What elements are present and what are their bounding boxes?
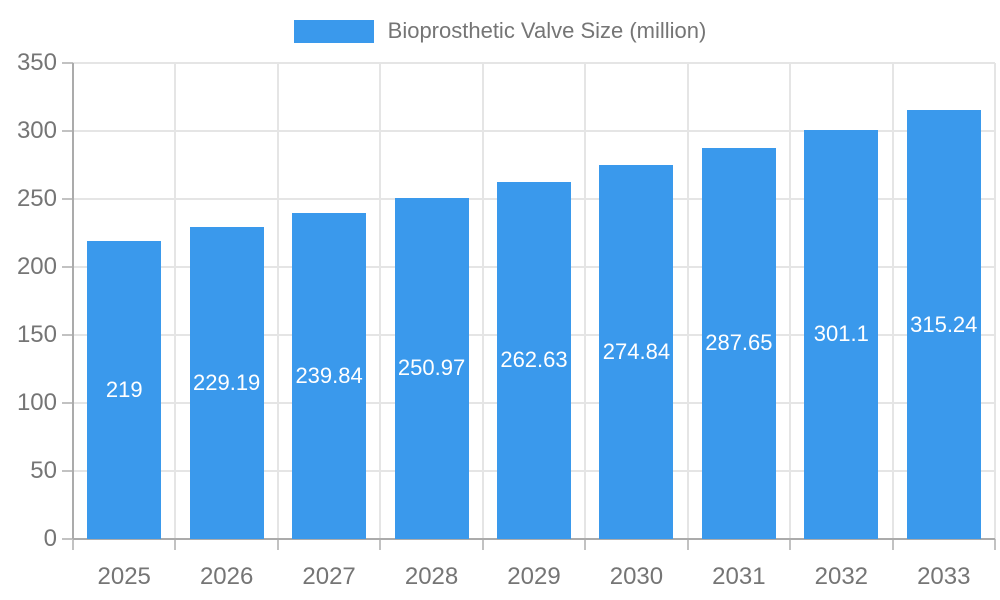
bar-value-label: 262.63 bbox=[500, 347, 568, 373]
y-axis-tick bbox=[62, 266, 73, 268]
bar-value-label: 229.19 bbox=[193, 370, 261, 396]
x-gridline bbox=[379, 63, 382, 539]
x-gridline bbox=[481, 63, 484, 539]
x-gridline bbox=[174, 63, 177, 539]
x-axis-line bbox=[73, 538, 995, 540]
y-axis-tick-label: 150 bbox=[16, 321, 57, 348]
y-axis-tick bbox=[62, 334, 73, 336]
x-axis-tick bbox=[174, 539, 177, 550]
y-axis-tick-label: 200 bbox=[16, 253, 57, 280]
legend-item[interactable]: Bioprosthetic Valve Size (million) bbox=[293, 18, 707, 44]
x-axis-tick-label: 2032 bbox=[814, 563, 869, 590]
x-gridline bbox=[276, 63, 279, 539]
x-gridline bbox=[584, 63, 587, 539]
bar[interactable] bbox=[87, 241, 162, 539]
bar[interactable] bbox=[599, 165, 674, 539]
x-axis-tick bbox=[72, 539, 74, 550]
bar-value-label: 301.1 bbox=[813, 321, 869, 347]
x-axis-tick bbox=[994, 539, 996, 550]
legend-swatch-icon bbox=[293, 19, 374, 43]
y-axis-tick bbox=[62, 62, 73, 64]
y-axis-tick bbox=[62, 402, 73, 404]
y-axis-tick bbox=[62, 470, 73, 472]
bar-value-label: 219 bbox=[105, 377, 143, 403]
y-gridline bbox=[73, 62, 995, 64]
bar[interactable] bbox=[394, 197, 469, 539]
legend-label: Bioprosthetic Valve Size (million) bbox=[387, 18, 707, 43]
x-axis-tick bbox=[276, 539, 279, 550]
x-axis-tick-label: 2026 bbox=[199, 563, 254, 590]
y-axis-tick bbox=[62, 198, 73, 200]
bar[interactable] bbox=[906, 110, 981, 539]
x-axis-tick-label: 2030 bbox=[609, 563, 664, 590]
x-axis-tick bbox=[789, 539, 792, 550]
bar[interactable] bbox=[497, 181, 571, 539]
y-axis-tick bbox=[62, 130, 73, 132]
x-gridline bbox=[686, 63, 689, 539]
x-axis-tick bbox=[379, 539, 382, 550]
bar-value-label: 287.65 bbox=[705, 330, 773, 356]
x-axis-tick bbox=[481, 539, 484, 550]
y-axis-line bbox=[72, 63, 74, 539]
x-gridline bbox=[789, 63, 792, 539]
legend: Bioprosthetic Valve Size (million) bbox=[0, 18, 1000, 44]
x-gridline bbox=[891, 63, 894, 539]
bar-value-label: 274.84 bbox=[602, 339, 671, 365]
x-axis-tick-label: 2025 bbox=[97, 563, 151, 590]
bar-value-label: 315.24 bbox=[910, 311, 978, 337]
y-axis-tick-label: 50 bbox=[30, 457, 57, 484]
y-axis-tick-label: 250 bbox=[16, 185, 57, 212]
x-axis-tick bbox=[891, 539, 894, 550]
bar-value-label: 239.84 bbox=[295, 362, 363, 388]
y-axis-tick-label: 0 bbox=[43, 525, 57, 552]
x-axis-tick-label: 2033 bbox=[917, 563, 971, 590]
x-axis-tick-label: 2029 bbox=[507, 563, 561, 590]
x-axis-tick bbox=[686, 539, 689, 550]
y-gridline bbox=[73, 130, 995, 132]
bar[interactable] bbox=[701, 147, 776, 539]
x-axis-tick bbox=[584, 539, 587, 550]
y-axis-tick-label: 100 bbox=[16, 389, 57, 416]
y-axis-tick bbox=[62, 538, 73, 540]
y-axis-tick-label: 300 bbox=[16, 117, 57, 144]
x-axis-tick-label: 2031 bbox=[712, 563, 766, 590]
bar[interactable] bbox=[189, 227, 264, 539]
bar[interactable] bbox=[804, 129, 879, 539]
x-gridline bbox=[994, 63, 996, 539]
bar[interactable] bbox=[292, 212, 367, 539]
x-axis-tick-label: 2028 bbox=[404, 563, 459, 590]
bar-value-label: 250.97 bbox=[397, 355, 466, 381]
y-axis-tick-label: 350 bbox=[16, 49, 57, 76]
x-axis-tick-label: 2027 bbox=[302, 563, 356, 590]
